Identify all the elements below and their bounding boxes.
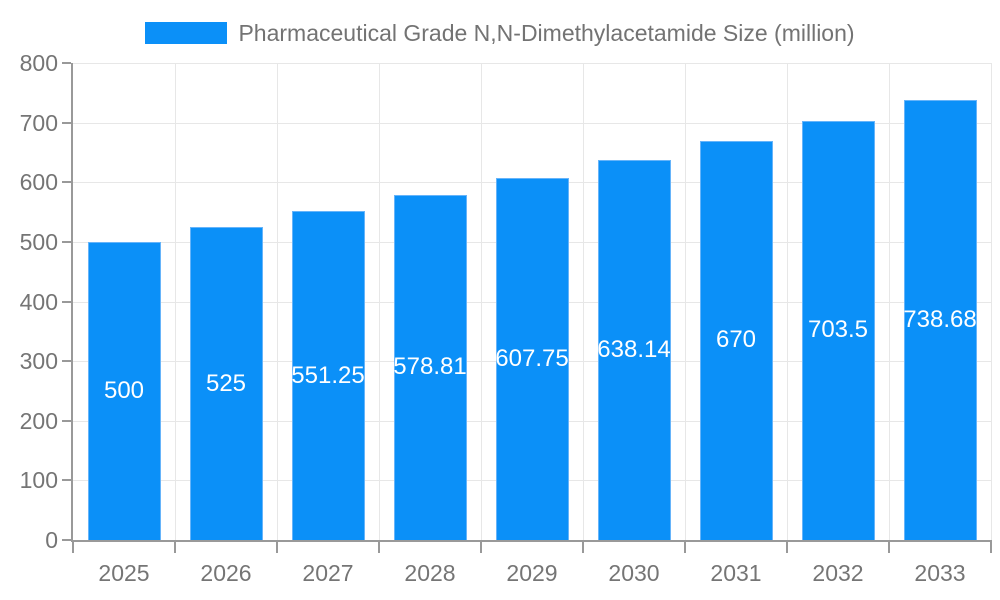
gridline-vertical	[787, 63, 788, 540]
y-axis-tick-label: 100	[19, 467, 58, 494]
bar	[801, 120, 875, 540]
x-axis-tick	[990, 540, 992, 553]
gridline-vertical	[991, 63, 992, 540]
y-axis-tick-label: 400	[19, 288, 58, 315]
y-axis-tick	[62, 539, 71, 541]
x-axis-tick	[582, 540, 584, 553]
gridline-vertical	[379, 63, 380, 540]
bar	[291, 211, 365, 540]
bar-value-label: 607.75	[495, 344, 569, 372]
x-axis-tick	[480, 540, 482, 553]
bar-value-label: 670	[715, 326, 757, 354]
y-axis-tick-label: 0	[45, 527, 58, 553]
bar	[189, 227, 263, 540]
bar-value-label: 525	[205, 369, 247, 397]
bar-value-label: 738.68	[903, 305, 977, 333]
gridline-vertical	[175, 63, 176, 540]
x-axis-tick-label: 2027	[302, 560, 354, 586]
y-axis-tick-label: 300	[19, 348, 58, 375]
bar-value-label: 500	[103, 376, 145, 404]
legend[interactable]: Pharmaceutical Grade N,N-Dimethylacetami…	[0, 18, 1000, 48]
gridline-vertical	[685, 63, 686, 540]
gridline-vertical	[583, 63, 584, 540]
bar-value-label: 638.14	[597, 335, 671, 363]
legend-swatch	[145, 22, 228, 44]
bar	[597, 159, 671, 540]
bar	[393, 194, 467, 540]
x-axis-tick-label: 2030	[608, 560, 660, 586]
bar	[699, 140, 773, 540]
y-axis-tick	[62, 121, 71, 124]
x-axis-tick	[786, 540, 788, 553]
x-axis-tick	[72, 540, 74, 553]
bar	[903, 99, 977, 540]
y-axis-tick	[62, 240, 71, 243]
x-axis-tick	[276, 540, 278, 553]
bar-value-label: 578.81	[393, 353, 467, 381]
gridline-horizontal	[73, 63, 991, 64]
x-axis-tick-label: 2033	[914, 560, 966, 586]
bar	[495, 177, 569, 540]
y-axis-tick	[62, 360, 71, 363]
y-axis-line	[71, 63, 73, 540]
x-axis-tick-label: 2032	[812, 560, 864, 586]
bar-value-label: 551.25	[291, 361, 365, 389]
x-axis-tick-label: 2031	[710, 560, 762, 586]
x-axis-tick-label: 2029	[506, 560, 558, 586]
gridline-vertical	[889, 63, 890, 540]
bar	[87, 241, 161, 540]
y-axis-tick-label: 200	[19, 407, 58, 434]
x-axis-tick-label: 2025	[98, 560, 150, 586]
x-axis-tick	[174, 540, 176, 553]
y-axis-tick-label: 800	[19, 50, 58, 76]
y-axis-tick-label: 600	[19, 169, 58, 196]
y-axis-tick	[62, 300, 71, 303]
gridline-vertical	[277, 63, 278, 540]
x-axis-tick	[684, 540, 686, 553]
x-axis-line	[71, 540, 991, 542]
gridline-vertical	[481, 63, 482, 540]
y-axis-tick	[62, 419, 71, 422]
y-axis-tick	[62, 181, 71, 184]
y-axis-tick-label: 500	[19, 228, 58, 255]
y-axis-tick-label: 700	[19, 109, 58, 136]
x-axis-tick-label: 2026	[200, 560, 252, 586]
x-axis-tick-label: 2028	[404, 560, 456, 586]
legend-label: Pharmaceutical Grade N,N-Dimethylacetami…	[238, 20, 855, 46]
y-axis-tick	[62, 62, 71, 64]
y-axis-tick	[62, 479, 71, 482]
x-axis-tick	[888, 540, 890, 553]
bar-value-label: 703.5	[807, 316, 869, 344]
x-axis-tick	[378, 540, 380, 553]
